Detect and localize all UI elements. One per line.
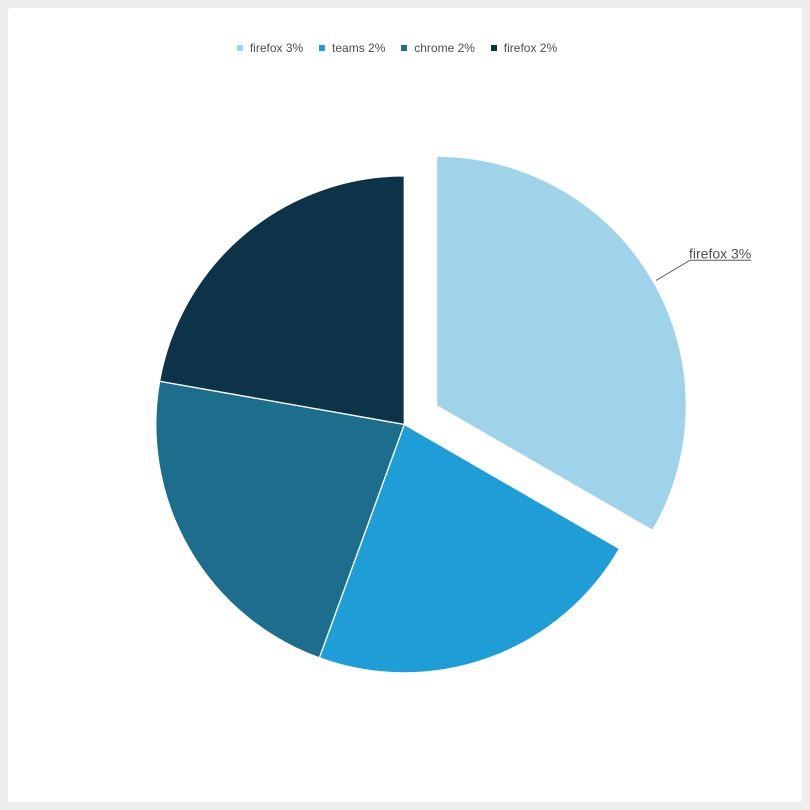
svg-text:firefox 3%: firefox 3% xyxy=(689,246,751,262)
